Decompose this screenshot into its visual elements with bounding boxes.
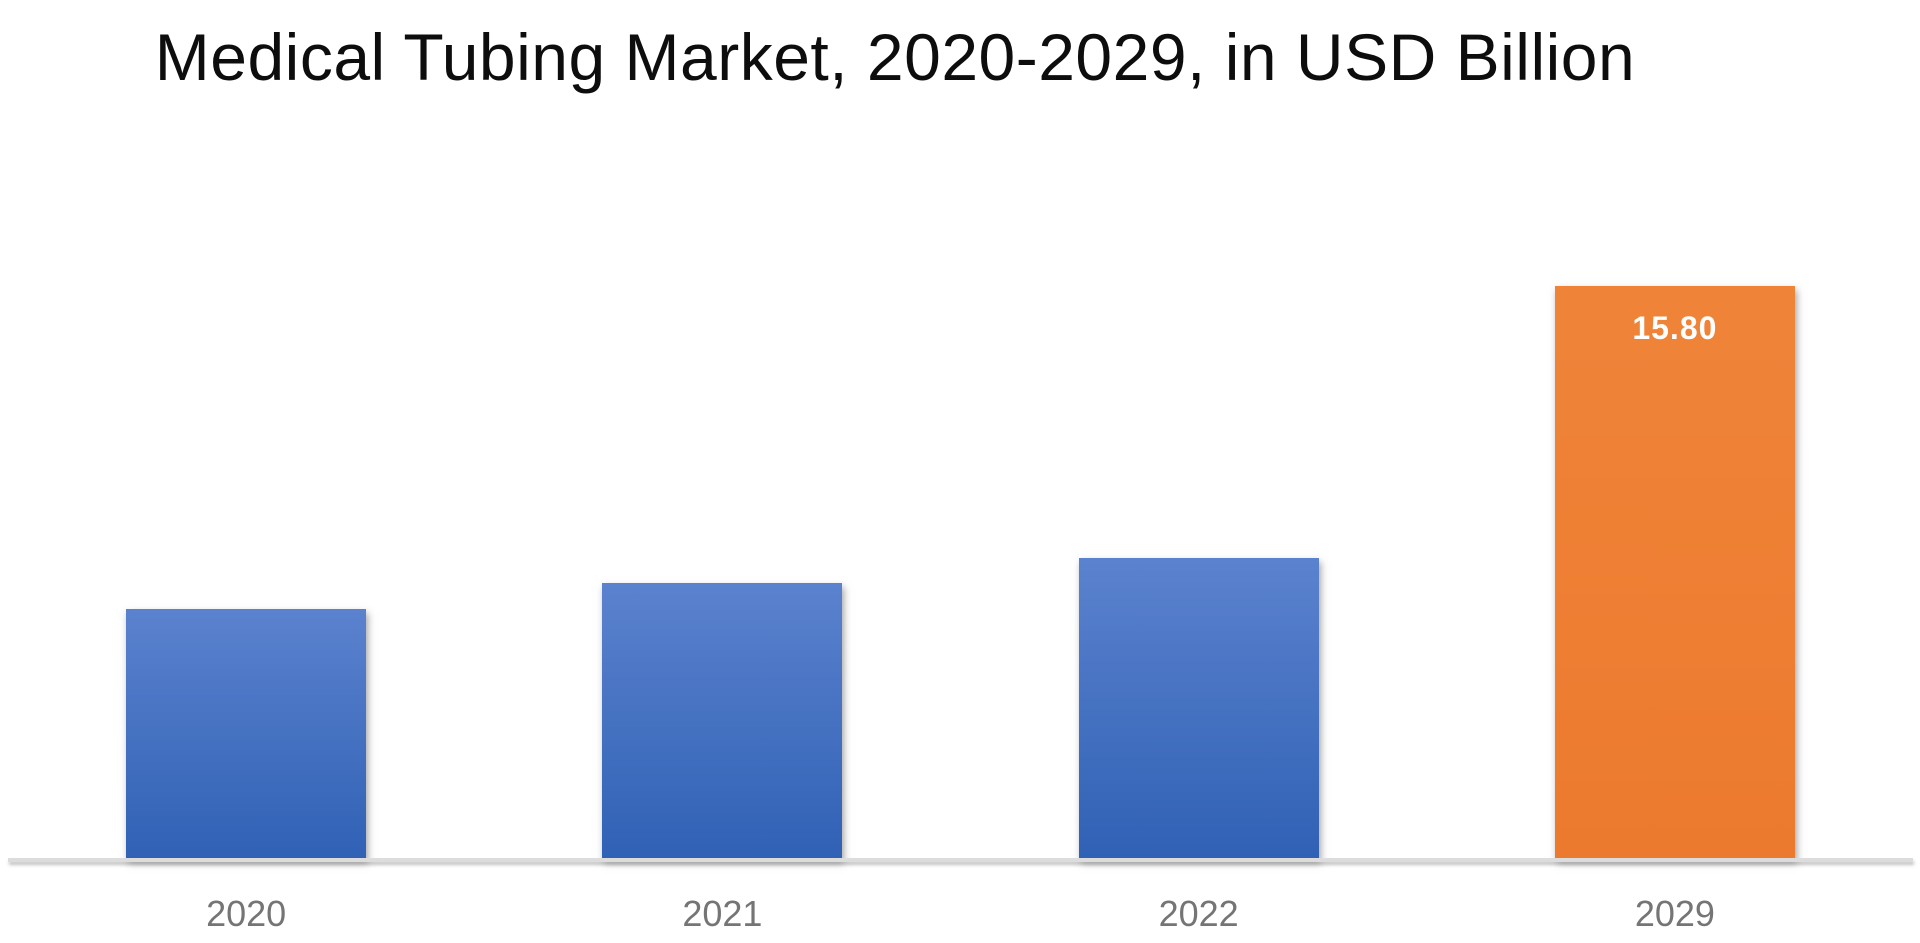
- chart-title: Medical Tubing Market, 2020-2029, in USD…: [154, 20, 1636, 94]
- x-axis-line: [8, 858, 1913, 862]
- bar-cell: 15.80: [1437, 0, 1913, 859]
- category-label: 2021: [682, 893, 763, 934]
- bar-2020[interactable]: [126, 609, 367, 859]
- bar-cell: [8, 0, 484, 859]
- category-label: 2020: [206, 893, 287, 934]
- bar-cell: [484, 0, 960, 859]
- bar-2029[interactable]: 15.80: [1554, 286, 1795, 859]
- bar-cell: [961, 0, 1437, 859]
- plot-area: 15.80: [8, 0, 1913, 859]
- category-axis: 2020 2021 2022 2029: [8, 893, 1913, 935]
- bar-2022[interactable]: [1078, 558, 1319, 859]
- category-label: 2029: [1634, 893, 1715, 934]
- bar-value-label: 15.80: [1632, 310, 1718, 346]
- bar-2021[interactable]: [602, 583, 843, 859]
- category-label: 2022: [1158, 893, 1239, 934]
